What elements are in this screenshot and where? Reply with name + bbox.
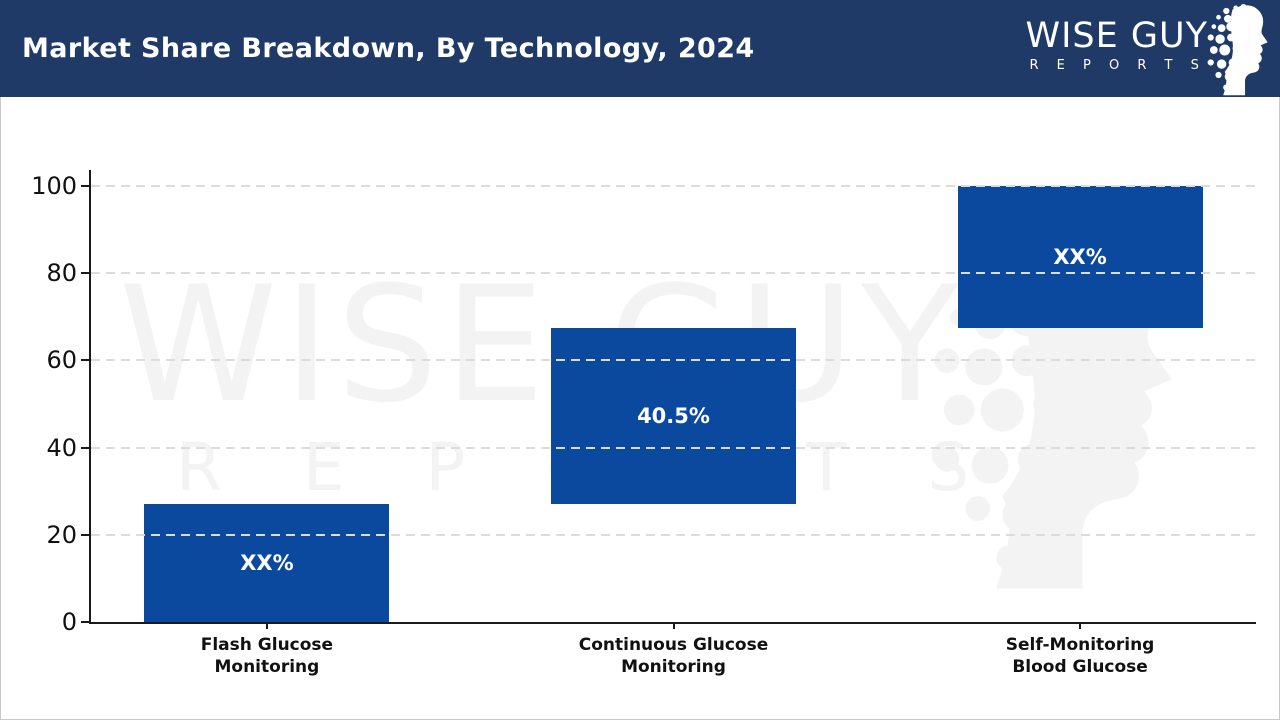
- category-label-1: Continuous Glucose Monitoring: [578, 635, 769, 678]
- y-tick-mark-20: [81, 533, 89, 536]
- chart-area: WISE GUY R E P O R T S 020406080100XX%Fl…: [0, 97, 1280, 720]
- page-title: Market Share Breakdown, By Technology, 2…: [22, 33, 755, 64]
- brand-logo: WISE GUY R E P O R T S: [1025, 0, 1270, 97]
- gridline-y-60: [91, 359, 1256, 362]
- bar-segment-0: XX%: [144, 504, 390, 622]
- bar-chart-plot: 0 20 40 60 80 100 XX% Flash Glucose Monitoring 4…: [31, 170, 1256, 677]
- y-tick-mark-60: [81, 359, 89, 362]
- bar-segment-1: 40.5%: [551, 327, 796, 505]
- y-tick-mark-0: [81, 621, 89, 623]
- bar-value-label: XX%: [240, 551, 294, 576]
- brand-name: WISE GUY: [1025, 15, 1208, 56]
- y-tick-mark-100: [81, 185, 89, 187]
- bar-value-label: 40.5%: [637, 403, 710, 428]
- wise-guy-head-icon: [1192, 3, 1270, 97]
- bar-value-label: XX%: [1053, 244, 1107, 269]
- bar-segment-2: XX%: [957, 186, 1203, 328]
- brand-subtitle: R E P O R T S: [1029, 57, 1206, 73]
- category-label-2: Self-Monitoring Blood Glucose: [1005, 635, 1155, 678]
- y-tick-label-40: 40: [46, 433, 77, 462]
- x-tick-mark-0: [265, 622, 268, 629]
- category-label-0: Flash Glucose Monitoring: [200, 635, 334, 678]
- x-tick-mark-1: [672, 622, 675, 629]
- brand-text: WISE GUY R E P O R T S: [1025, 15, 1208, 73]
- y-tick-label-0: 0: [61, 608, 77, 636]
- y-tick-label-100: 100: [31, 172, 77, 200]
- gridline-y-20: [91, 533, 1256, 536]
- y-tick-label-80: 80: [46, 259, 77, 288]
- gridline-y-40: [91, 446, 1256, 449]
- y-tick-mark-40: [81, 446, 89, 449]
- gridline-y-100: [91, 185, 1256, 187]
- y-tick-mark-80: [81, 272, 89, 275]
- header: Market Share Breakdown, By Technology, 2…: [0, 0, 1280, 97]
- y-tick-label-20: 20: [46, 520, 77, 549]
- y-tick-label-60: 60: [46, 346, 77, 375]
- gridline-y-80: [91, 272, 1256, 275]
- x-tick-mark-2: [1079, 622, 1082, 629]
